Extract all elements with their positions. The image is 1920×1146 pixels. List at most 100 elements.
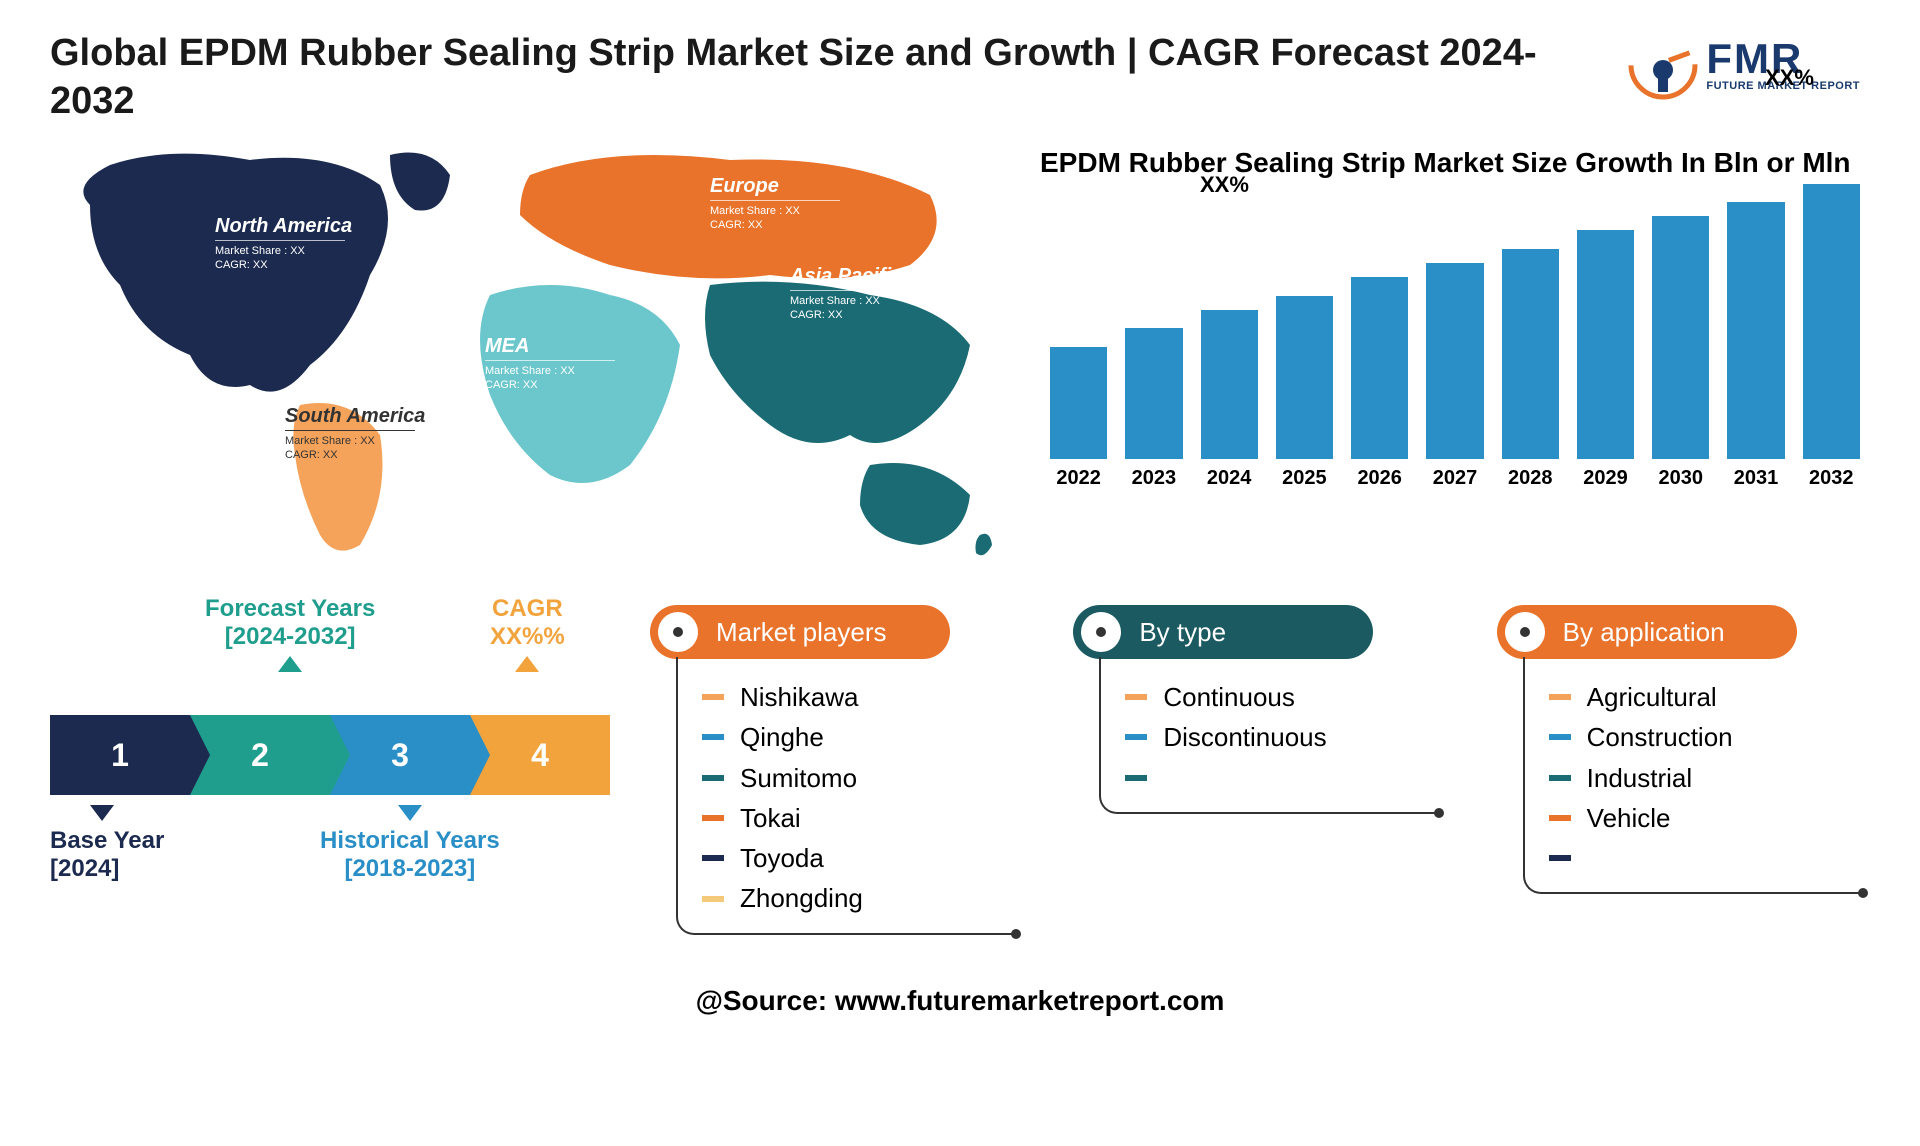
region-name: South America: [285, 405, 425, 427]
timeline-segment: 2: [190, 715, 330, 795]
bar-year-label: 2026: [1357, 467, 1402, 490]
bullet-icon: [1549, 775, 1571, 781]
bottom-row: Forecast Years [2024-2032] CAGR XX%% 123…: [0, 565, 1920, 935]
category-frame: AgriculturalConstructionIndustrialVehicl…: [1523, 657, 1863, 894]
bar-year-label: 2028: [1508, 467, 1553, 490]
category-section: By applicationAgriculturalConstructionIn…: [1497, 605, 1870, 935]
list-item: Qinghe: [702, 717, 1016, 757]
list-item: Nishikawa: [702, 677, 1016, 717]
list-item-label: Agricultural: [1587, 677, 1717, 717]
tl-hist-range: [2018-2023]: [320, 855, 500, 883]
list-item: Agricultural: [1549, 677, 1863, 717]
list-item: Vehicle: [1549, 798, 1863, 838]
bars-container: 2022202320242025202620272028202920302031…: [1040, 190, 1870, 490]
tl-label-hist: Historical Years [2018-2023]: [320, 805, 500, 882]
list-item-label: Toyoda: [740, 838, 824, 878]
divider: [710, 200, 840, 201]
divider: [485, 360, 615, 361]
timeline-segment: 1: [50, 715, 190, 795]
source-text: @Source: www.futuremarketreport.com: [0, 985, 1920, 1017]
bar-col: 2023: [1125, 328, 1182, 490]
region-cagr: CAGR: XX: [710, 218, 840, 232]
category-title: Market players: [716, 617, 887, 648]
bar-year-label: 2022: [1056, 467, 1101, 490]
region-cagr: CAGR: XX: [790, 308, 920, 322]
bar-year-label: 2029: [1583, 467, 1628, 490]
timeline-segment: 4: [470, 715, 610, 795]
list-item-label: Zhongding: [740, 878, 863, 918]
bar-col: 2029: [1577, 230, 1634, 490]
tl-hist-title: Historical Years: [320, 827, 500, 855]
region-name: MEA: [485, 335, 615, 357]
list-item-label: Nishikawa: [740, 677, 859, 717]
list-item: Tokai: [702, 798, 1016, 838]
tl-label-cagr: CAGR XX%%: [490, 595, 565, 672]
bar: [1502, 249, 1559, 459]
timeline-segment: 3: [330, 715, 470, 795]
page-title: Global EPDM Rubber Sealing Strip Market …: [50, 30, 1550, 125]
list-item-label: [1163, 758, 1215, 798]
bar-col: 2031: [1727, 202, 1784, 490]
categories-row: Market players NishikawaQingheSumitomoTok…: [650, 605, 1870, 935]
list-item-label: Discontinuous: [1163, 717, 1326, 757]
bar: [1050, 347, 1107, 459]
region-name: North America: [215, 215, 352, 237]
chart-annotation: XX%: [1200, 172, 1249, 198]
category-frame: NishikawaQingheSumitomoTokaiToyodaZhongd…: [676, 657, 1016, 935]
chart-title: EPDM Rubber Sealing Strip Market Size Gr…: [1040, 145, 1870, 180]
list-item-label: Construction: [1587, 717, 1733, 757]
category-section: By type ContinuousDiscontinuous: [1073, 605, 1446, 935]
bar-col: 2027: [1426, 263, 1483, 490]
list-item: Sumitomo: [702, 758, 1016, 798]
tl-base-range: [2024]: [50, 855, 164, 883]
region-label-sa: South America Market Share : XXCAGR: XX: [285, 405, 425, 463]
bar: [1727, 202, 1784, 459]
bar: [1201, 310, 1258, 459]
list-item-label: Sumitomo: [740, 758, 857, 798]
list-item: Construction: [1549, 717, 1863, 757]
region-na-greenland: [390, 153, 450, 211]
region-ap-aus: [860, 463, 970, 545]
bar: [1577, 230, 1634, 459]
category-title: By type: [1139, 617, 1226, 648]
fmr-logo-icon: [1628, 30, 1698, 100]
bar-chart: EPDM Rubber Sealing Strip Market Size Gr…: [1040, 135, 1870, 565]
triangle-down-icon: [398, 805, 422, 821]
bar-col: 2028: [1502, 249, 1559, 490]
region-share: Market Share : XX: [485, 364, 615, 378]
bar-col: 2025: [1276, 296, 1333, 490]
tl-label-base: Base Year [2024]: [50, 805, 164, 882]
category-list: ContinuousDiscontinuous: [1101, 677, 1439, 798]
bar-year-label: 2027: [1433, 467, 1478, 490]
world-map: North AmericaMarket Share : XXCAGR: XXSo…: [50, 135, 1010, 565]
region-share: Market Share : XX: [285, 434, 425, 448]
bar: [1803, 184, 1860, 459]
region-na: [83, 154, 388, 392]
region-cagr: CAGR: XX: [285, 448, 425, 462]
region-name: Asia Pacific: [790, 265, 920, 287]
category-frame: ContinuousDiscontinuous: [1099, 657, 1439, 814]
bar-col: 2032: [1803, 184, 1860, 490]
bar-year-label: 2023: [1132, 467, 1177, 490]
category-header: By application: [1497, 605, 1797, 659]
divider: [215, 240, 345, 241]
logo: FMR FUTURE MARKET REPORT: [1628, 30, 1860, 100]
bar: [1125, 328, 1182, 459]
divider: [790, 290, 920, 291]
triangle-up-icon: [515, 656, 539, 672]
region-share: Market Share : XX: [710, 204, 840, 218]
region-label-na: North AmericaMarket Share : XXCAGR: XX: [215, 215, 352, 273]
bar-year-label: 2024: [1207, 467, 1252, 490]
bar-col: 2026: [1351, 277, 1408, 490]
list-item-label: Industrial: [1587, 758, 1693, 798]
list-item: Zhongding: [702, 878, 1016, 918]
category-header: By type: [1073, 605, 1373, 659]
tl-cagr-range: XX%%: [490, 623, 565, 651]
header: Global EPDM Rubber Sealing Strip Market …: [0, 0, 1920, 135]
region-cagr: CAGR: XX: [485, 378, 615, 392]
tl-forecast-range: [2024-2032]: [205, 623, 375, 651]
bullet-icon: [702, 855, 724, 861]
bullet-icon: [1081, 612, 1121, 652]
tl-label-forecast: Forecast Years [2024-2032]: [205, 595, 375, 672]
list-item: Continuous: [1125, 677, 1439, 717]
